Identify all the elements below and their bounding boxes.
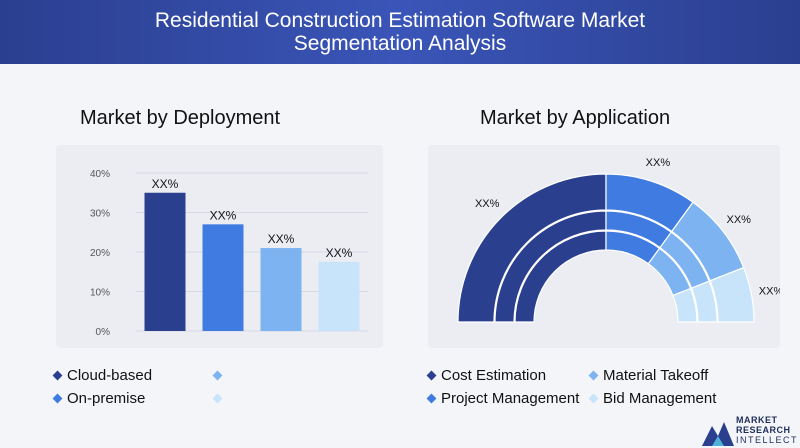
legend-item-unlabeled-1: [212, 366, 227, 384]
legend-swatch: [588, 370, 599, 380]
donut-slice: [709, 266, 755, 323]
legend-swatch: [52, 370, 63, 380]
bar-data-label: XX%: [210, 208, 237, 222]
y-tick-label: 40%: [90, 169, 110, 180]
legend-label: On-premise: [67, 389, 146, 407]
y-tick-label: 0%: [96, 327, 111, 338]
application-half-donut-chart: XX% XX% XX% XX%: [457, 157, 780, 323]
legend-label: Material Takeoff: [603, 366, 709, 384]
logo-line-3: INTELLECT: [736, 435, 799, 445]
legend-label: Project Management: [441, 389, 580, 407]
bar: [144, 192, 186, 331]
logo-text: MARKET RESEARCH INTELLECT: [736, 415, 798, 445]
slice-data-label: XX%: [646, 157, 671, 169]
slice-data-label: XX%: [759, 286, 780, 298]
legend-swatch: [588, 393, 599, 403]
market-research-intellect-logo: MARKET RESEARCH INTELLECT: [700, 412, 800, 448]
legend-item-on-premise: On-premise: [52, 389, 145, 407]
page-title-line-2: Segmentation Analysis: [293, 32, 507, 55]
bar: [260, 248, 302, 331]
legend-item-project-management: Project Management: [426, 389, 579, 407]
bar-data-label: XX%: [268, 232, 295, 246]
legend-item-bid-management: Bid Management: [588, 389, 716, 407]
legend-label: Cloud-based: [67, 366, 153, 384]
logo-mark-icon: [702, 422, 734, 446]
donut-slice: [672, 287, 698, 323]
legend-swatch: [426, 393, 437, 403]
legend-item-material-takeoff: Material Takeoff: [588, 366, 708, 384]
slice-data-label: XX%: [475, 198, 500, 210]
application-section-title: Market by Application: [480, 107, 671, 129]
legend-item-cost-estimation: Cost Estimation: [426, 366, 546, 384]
y-tick-label: 10%: [90, 288, 110, 299]
legend-label: Cost Estimation: [441, 366, 547, 384]
legend-item-unlabeled-2: [212, 389, 227, 407]
page-header: Residential Construction Estimation Soft…: [0, 0, 800, 64]
bar: [202, 224, 244, 331]
legend-swatch: [212, 370, 223, 380]
legend-item-cloud-based: Cloud-based: [52, 366, 152, 384]
page-title-line-1: Residential Construction Estimation Soft…: [154, 9, 646, 32]
bar-data-label: XX%: [326, 246, 353, 260]
donut-slice: [690, 280, 718, 323]
legend-swatch: [212, 393, 223, 403]
legend-swatch: [52, 393, 63, 403]
deployment-bar-chart: 0% 10% 20% 30% 40% XX% XX% XX% XX%: [90, 169, 368, 338]
slice-data-label: XX%: [727, 214, 752, 226]
logo-line-2: RESEARCH: [736, 425, 791, 435]
logo-line-1: MARKET: [736, 415, 778, 425]
deployment-section-title: Market by Deployment: [80, 107, 281, 129]
legend-label: Bid Management: [603, 389, 717, 407]
bar: [318, 261, 360, 331]
bar-data-label: XX%: [152, 177, 179, 191]
legend-swatch: [426, 370, 437, 380]
y-tick-label: 30%: [90, 209, 110, 220]
y-tick-label: 20%: [90, 248, 110, 259]
